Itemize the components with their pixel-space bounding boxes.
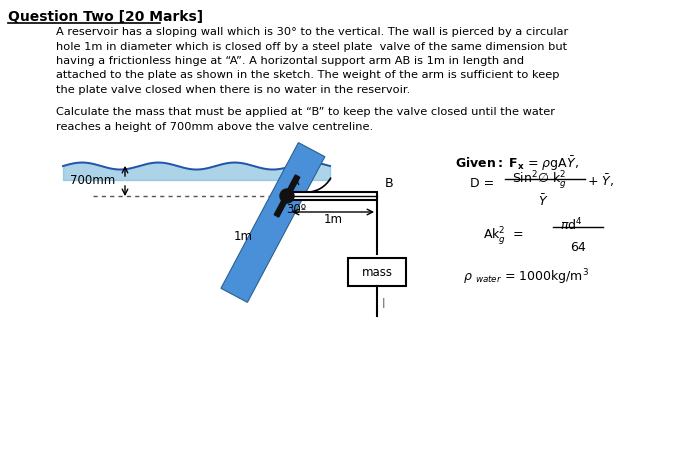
Text: B: B — [385, 177, 393, 190]
Text: mass: mass — [361, 265, 393, 279]
Text: Sin$^2\emptyset$ k$_g^2$: Sin$^2\emptyset$ k$_g^2$ — [512, 169, 567, 191]
Text: A reservoir has a sloping wall which is 30° to the vertical. The wall is pierced: A reservoir has a sloping wall which is … — [56, 27, 568, 37]
Text: attached to the plate as shown in the sketch. The weight of the arm is sufficien: attached to the plate as shown in the sk… — [56, 71, 559, 80]
Text: Question Two [20 Marks]: Question Two [20 Marks] — [8, 10, 203, 24]
Text: the plate valve closed when there is no water in the reservoir.: the plate valve closed when there is no … — [56, 85, 410, 95]
Text: $\bf{Given:}$ $\bf{F_x}$ = $\rho$gA$\bar{Y}$,: $\bf{Given:}$ $\bf{F_x}$ = $\rho$gA$\bar… — [455, 154, 579, 173]
Text: Calculate the mass that must be applied at “B” to keep the valve closed until th: Calculate the mass that must be applied … — [56, 107, 555, 117]
Text: reaches a height of 700mm above the valve centreline.: reaches a height of 700mm above the valv… — [56, 122, 373, 131]
Polygon shape — [274, 175, 300, 217]
FancyBboxPatch shape — [348, 258, 406, 286]
Text: Ak$_g^2$  =: Ak$_g^2$ = — [483, 225, 525, 247]
Polygon shape — [289, 192, 377, 200]
Text: $\bar{Y}$: $\bar{Y}$ — [538, 193, 549, 208]
Text: l: l — [382, 297, 386, 310]
Circle shape — [280, 189, 294, 203]
Text: + $\bar{Y}$,: + $\bar{Y}$, — [587, 172, 614, 189]
Text: 64: 64 — [570, 241, 586, 254]
Text: $\rho$ $_{water}$ = 1000kg/m$^3$: $\rho$ $_{water}$ = 1000kg/m$^3$ — [463, 267, 589, 286]
Text: 700mm: 700mm — [71, 174, 116, 187]
Text: D =: D = — [470, 177, 498, 190]
Text: A: A — [291, 175, 300, 188]
Text: 1m: 1m — [323, 213, 342, 226]
Text: hole 1m in diameter which is closed off by a steel plate  valve of the same dime: hole 1m in diameter which is closed off … — [56, 41, 567, 51]
Polygon shape — [221, 143, 325, 302]
Text: $\pi$d$^4$: $\pi$d$^4$ — [560, 217, 582, 234]
Text: 1m: 1m — [234, 230, 253, 243]
Text: having a frictionless hinge at “A”. A horizontal support arm AB is 1m in length : having a frictionless hinge at “A”. A ho… — [56, 56, 524, 66]
Text: 30º: 30º — [286, 202, 307, 216]
